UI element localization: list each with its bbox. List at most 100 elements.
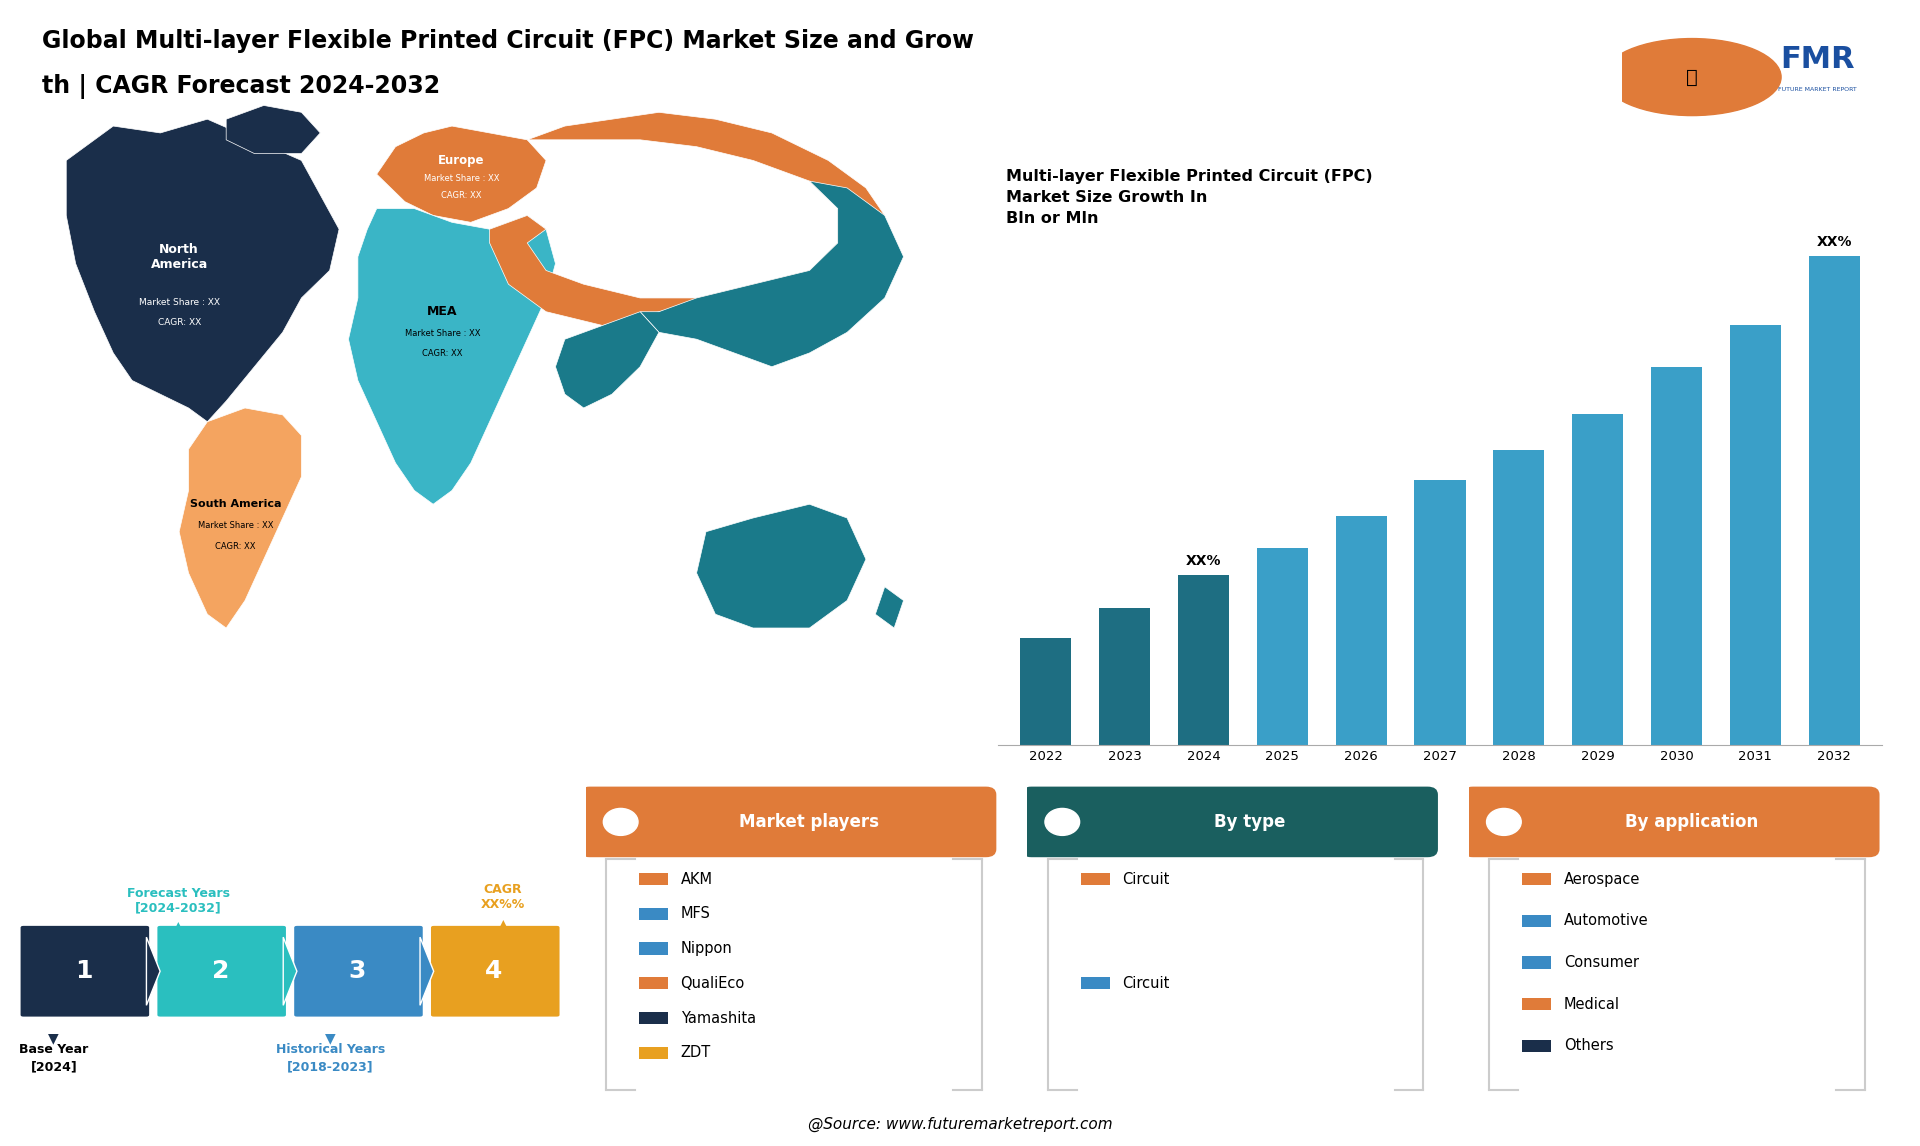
Text: Circuit: Circuit xyxy=(1121,975,1169,991)
Text: Historical Years: Historical Years xyxy=(276,1043,384,1055)
Text: MFS: MFS xyxy=(680,906,710,921)
Text: ▼: ▼ xyxy=(324,1031,336,1045)
Circle shape xyxy=(1486,808,1521,835)
FancyBboxPatch shape xyxy=(430,925,561,1018)
Bar xyxy=(1081,873,1110,885)
Text: Others: Others xyxy=(1563,1038,1613,1053)
Text: Asia Pacific: Asia Pacific xyxy=(697,222,772,236)
Text: Nippon: Nippon xyxy=(680,941,732,956)
Text: By application: By application xyxy=(1624,813,1759,831)
Bar xyxy=(1523,957,1551,968)
Text: CAGR: XX: CAGR: XX xyxy=(215,542,255,551)
Text: MEA: MEA xyxy=(428,305,457,319)
Text: Market Share : XX: Market Share : XX xyxy=(697,246,772,256)
FancyBboxPatch shape xyxy=(1463,786,1880,857)
Polygon shape xyxy=(697,504,866,628)
Text: 1: 1 xyxy=(75,959,92,983)
Text: CAGR: CAGR xyxy=(484,884,522,896)
FancyBboxPatch shape xyxy=(580,786,996,857)
Bar xyxy=(1081,978,1110,989)
Text: FUTURE MARKET REPORT: FUTURE MARKET REPORT xyxy=(1778,87,1857,92)
Text: th | CAGR Forecast 2024-2032: th | CAGR Forecast 2024-2032 xyxy=(42,74,440,100)
Circle shape xyxy=(1603,39,1782,116)
Bar xyxy=(1809,257,1860,745)
Text: Base Year: Base Year xyxy=(19,1043,88,1055)
Text: AKM: AKM xyxy=(680,871,712,887)
Text: Global Multi-layer Flexible Printed Circuit (FPC) Market Size and Grow: Global Multi-layer Flexible Printed Circ… xyxy=(42,29,973,53)
Bar xyxy=(1336,516,1386,745)
Text: CAGR: XX: CAGR: XX xyxy=(422,350,463,359)
Bar xyxy=(1730,325,1782,745)
Bar xyxy=(1523,1039,1551,1052)
Text: Consumer: Consumer xyxy=(1563,955,1640,970)
Bar xyxy=(639,1046,668,1059)
Text: By type: By type xyxy=(1215,813,1286,831)
FancyBboxPatch shape xyxy=(156,925,288,1018)
Text: Market Share : XX: Market Share : XX xyxy=(198,521,273,531)
Bar xyxy=(639,873,668,885)
Text: Automotive: Automotive xyxy=(1563,913,1649,928)
Circle shape xyxy=(603,808,637,835)
Text: Medical: Medical xyxy=(1563,997,1620,1012)
Text: XX%: XX% xyxy=(1816,235,1853,250)
Bar xyxy=(1415,480,1465,745)
Text: North
America: North America xyxy=(150,243,207,270)
Bar xyxy=(1020,637,1071,745)
FancyBboxPatch shape xyxy=(1021,786,1438,857)
Text: ▲: ▲ xyxy=(173,919,184,933)
Bar xyxy=(1098,607,1150,745)
Text: Market Share : XX: Market Share : XX xyxy=(424,174,499,183)
Text: 2: 2 xyxy=(211,959,228,983)
Text: QualiEco: QualiEco xyxy=(680,975,745,991)
Polygon shape xyxy=(179,408,301,628)
Bar xyxy=(1523,873,1551,885)
Polygon shape xyxy=(146,937,159,1005)
Bar xyxy=(1523,998,1551,1011)
Polygon shape xyxy=(284,937,298,1005)
Text: CAGR: XX: CAGR: XX xyxy=(157,319,202,328)
Text: ▼: ▼ xyxy=(48,1031,60,1045)
Text: 🔭: 🔭 xyxy=(1686,68,1697,87)
Text: [2018-2023]: [2018-2023] xyxy=(286,1060,374,1073)
Text: ZDT: ZDT xyxy=(680,1045,710,1060)
Bar xyxy=(1572,415,1622,745)
Text: Yamashita: Yamashita xyxy=(680,1011,756,1026)
Polygon shape xyxy=(65,119,340,422)
Text: CAGR: XX: CAGR: XX xyxy=(714,267,755,276)
Text: Circuit: Circuit xyxy=(1121,871,1169,887)
Bar xyxy=(1523,915,1551,927)
Text: XX%: XX% xyxy=(1187,554,1221,568)
Text: South America: South America xyxy=(190,500,282,509)
Polygon shape xyxy=(876,587,904,628)
Text: [2024]: [2024] xyxy=(31,1060,77,1073)
Polygon shape xyxy=(639,181,904,367)
Bar xyxy=(1494,450,1544,745)
Text: 4: 4 xyxy=(486,959,503,983)
Text: XX%%: XX%% xyxy=(480,898,526,911)
Text: Europe: Europe xyxy=(438,154,484,167)
Bar xyxy=(639,978,668,989)
Text: Market players: Market players xyxy=(739,813,879,831)
Bar xyxy=(639,908,668,920)
Polygon shape xyxy=(420,937,434,1005)
Bar xyxy=(639,1012,668,1025)
Text: Market Share : XX: Market Share : XX xyxy=(405,329,480,338)
Polygon shape xyxy=(227,105,321,154)
FancyBboxPatch shape xyxy=(19,925,150,1018)
Bar xyxy=(1651,367,1703,745)
Text: [2024-2032]: [2024-2032] xyxy=(134,902,223,915)
Polygon shape xyxy=(555,312,659,408)
Polygon shape xyxy=(490,112,885,325)
Text: Forecast Years: Forecast Years xyxy=(127,887,230,900)
Text: CAGR: XX: CAGR: XX xyxy=(442,191,482,201)
Text: @Source: www.futuremarketreport.com: @Source: www.futuremarketreport.com xyxy=(808,1117,1112,1132)
Text: Aerospace: Aerospace xyxy=(1563,871,1640,887)
Bar xyxy=(1177,575,1229,745)
Polygon shape xyxy=(348,209,555,504)
Bar xyxy=(1258,548,1308,745)
Bar xyxy=(639,942,668,955)
Text: FMR: FMR xyxy=(1780,45,1855,73)
Circle shape xyxy=(1044,808,1079,835)
Text: ▲: ▲ xyxy=(497,917,509,931)
Text: 3: 3 xyxy=(348,959,367,983)
